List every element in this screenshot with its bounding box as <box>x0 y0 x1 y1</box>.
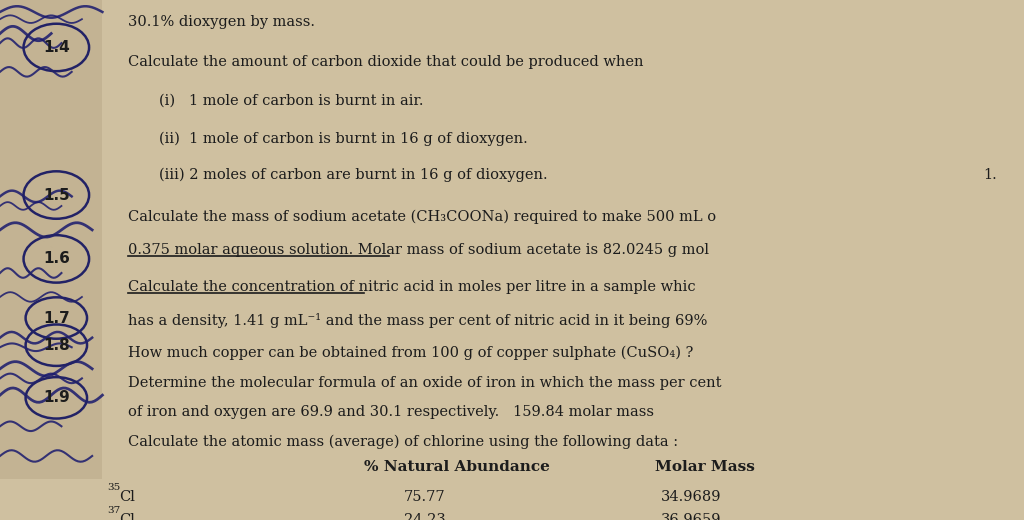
Text: Molar Mass: Molar Mass <box>655 460 756 474</box>
Text: Calculate the mass of sodium acetate (CH₃COONa) required to make 500 mL o: Calculate the mass of sodium acetate (CH… <box>128 209 716 224</box>
Text: has a density, 1.41 g mL⁻¹ and the mass per cent of nitric acid in it being 69%: has a density, 1.41 g mL⁻¹ and the mass … <box>128 314 708 329</box>
Text: 1.: 1. <box>983 168 996 182</box>
Text: (i)   1 mole of carbon is burnt in air.: (i) 1 mole of carbon is burnt in air. <box>159 94 423 108</box>
Text: 1.5: 1.5 <box>43 188 70 202</box>
Text: Calculate the concentration of nitric acid in moles per litre in a sample whic: Calculate the concentration of nitric ac… <box>128 280 695 294</box>
Text: 30.1% dioxygen by mass.: 30.1% dioxygen by mass. <box>128 15 315 29</box>
Text: (iii) 2 moles of carbon are burnt in 16 g of dioxygen.: (iii) 2 moles of carbon are burnt in 16 … <box>159 167 548 182</box>
Text: 1.7: 1.7 <box>43 310 70 326</box>
Text: of iron and oxygen are 69.9 and 30.1 respectively.   159.84 molar mass: of iron and oxygen are 69.9 and 30.1 res… <box>128 405 654 419</box>
Text: 37: 37 <box>108 506 121 515</box>
Text: Calculate the amount of carbon dioxide that could be produced when: Calculate the amount of carbon dioxide t… <box>128 55 643 69</box>
Text: 36.9659: 36.9659 <box>660 513 722 520</box>
Text: Cl: Cl <box>119 513 135 520</box>
Text: 24.23: 24.23 <box>404 513 445 520</box>
Text: 1.9: 1.9 <box>43 391 70 406</box>
Text: 75.77: 75.77 <box>404 490 445 504</box>
Text: 35: 35 <box>108 484 121 492</box>
Text: 1.8: 1.8 <box>43 337 70 353</box>
Text: Cl: Cl <box>119 490 135 504</box>
Text: (ii)  1 mole of carbon is burnt in 16 g of dioxygen.: (ii) 1 mole of carbon is burnt in 16 g o… <box>159 132 527 146</box>
Text: Calculate the atomic mass (average) of chlorine using the following data :: Calculate the atomic mass (average) of c… <box>128 434 678 449</box>
Bar <box>0 0 102 479</box>
Text: 0.375 molar aqueous solution. Molar mass of sodium acetate is 82.0245 g mol: 0.375 molar aqueous solution. Molar mass… <box>128 243 709 257</box>
Text: 1.4: 1.4 <box>43 40 70 55</box>
Text: 34.9689: 34.9689 <box>660 490 722 504</box>
Text: % Natural Abundance: % Natural Abundance <box>364 460 550 474</box>
Text: Determine the molecular formula of an oxide of iron in which the mass per cent: Determine the molecular formula of an ox… <box>128 376 722 390</box>
Text: How much copper can be obtained from 100 g of copper sulphate (CuSO₄) ?: How much copper can be obtained from 100… <box>128 346 693 360</box>
Text: 1.6: 1.6 <box>43 251 70 266</box>
